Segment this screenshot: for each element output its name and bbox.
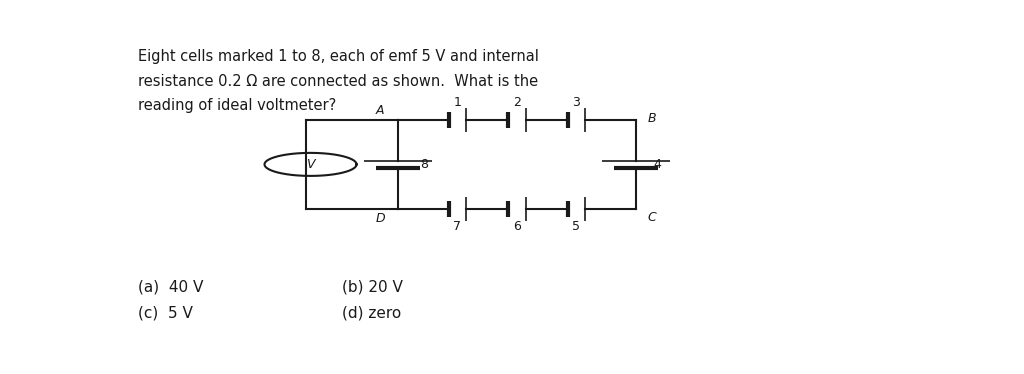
Text: 3: 3 bbox=[572, 96, 581, 109]
Text: 2: 2 bbox=[513, 96, 521, 109]
Text: (a)  40 V: (a) 40 V bbox=[137, 280, 203, 295]
Text: V: V bbox=[306, 158, 314, 171]
Text: reading of ideal voltmeter?: reading of ideal voltmeter? bbox=[137, 98, 336, 113]
Text: B: B bbox=[648, 112, 656, 125]
Text: Eight cells marked 1 to 8, each of emf 5 V and internal: Eight cells marked 1 to 8, each of emf 5… bbox=[137, 49, 539, 64]
Text: C: C bbox=[648, 211, 656, 224]
Text: 5: 5 bbox=[572, 220, 581, 233]
Text: A: A bbox=[376, 104, 385, 117]
Text: (b) 20 V: (b) 20 V bbox=[342, 280, 403, 295]
Text: 7: 7 bbox=[454, 220, 462, 233]
Text: 1: 1 bbox=[454, 96, 461, 109]
Text: D: D bbox=[376, 212, 385, 225]
Text: resistance 0.2 Ω are connected as shown.  What is the: resistance 0.2 Ω are connected as shown.… bbox=[137, 74, 538, 89]
Text: 4: 4 bbox=[653, 158, 662, 171]
Text: 6: 6 bbox=[513, 220, 521, 233]
Text: (d) zero: (d) zero bbox=[342, 306, 401, 321]
Text: (c)  5 V: (c) 5 V bbox=[137, 306, 193, 321]
Text: 8: 8 bbox=[420, 158, 428, 171]
